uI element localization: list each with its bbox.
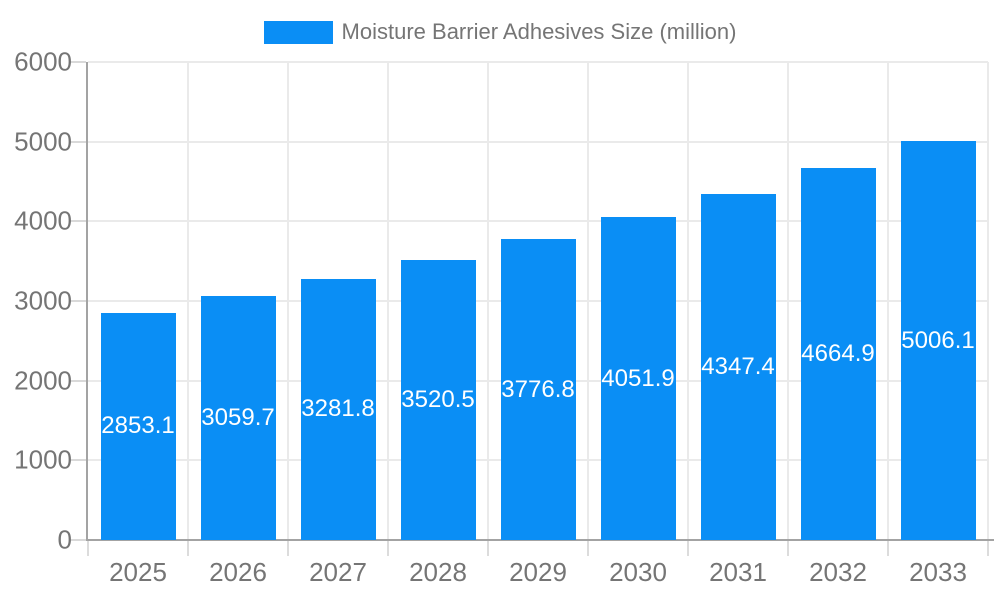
gridline-vertical	[487, 62, 489, 540]
x-axis-tick-label: 2031	[709, 557, 767, 587]
gridline-vertical	[287, 62, 289, 540]
legend-label: Moisture Barrier Adhesives Size (million…	[341, 19, 737, 44]
x-axis-tick-label: 2033	[909, 557, 967, 587]
y-axis-tick-label: 5000	[14, 126, 72, 157]
bar	[800, 168, 876, 540]
x-axis-tick	[787, 540, 789, 556]
y-axis-tick-label: 1000	[14, 444, 72, 475]
bar-value-label: 4664.9	[801, 340, 875, 368]
y-axis-tick	[69, 61, 86, 63]
y-axis-tick	[69, 140, 86, 143]
bar	[100, 312, 176, 540]
x-axis-tick	[487, 540, 489, 556]
plot-area: 0 1000 2000 3000 4000 5000 6000 2853.1 2025 3059.…	[14, 47, 994, 587]
bar-value-label: 3520.5	[401, 385, 475, 413]
y-axis-tick-label: 4000	[14, 205, 72, 236]
x-axis-tick	[887, 540, 889, 556]
x-axis-tick-label: 2026	[209, 557, 267, 587]
y-axis-tick	[69, 459, 86, 462]
bar-value-label: 3281.8	[301, 395, 375, 423]
x-axis-tick-label: 2032	[809, 557, 867, 587]
gridline-vertical	[887, 62, 889, 540]
gridline-vertical	[787, 62, 789, 540]
bar	[600, 217, 676, 540]
y-axis-tick-label: 0	[57, 524, 72, 555]
gridline-vertical	[187, 62, 189, 540]
y-axis-tick	[69, 539, 86, 541]
legend[interactable]: Moisture Barrier Adhesives Size (million…	[0, 17, 1000, 47]
bar	[900, 141, 976, 540]
y-axis-tick	[69, 300, 86, 302]
x-axis-tick-label: 2025	[109, 557, 167, 587]
gridline-horizontal	[88, 140, 988, 143]
bar	[300, 278, 376, 540]
bar-value-label: 2853.1	[101, 412, 175, 440]
y-axis-tick	[69, 220, 86, 223]
x-axis-tick	[187, 540, 189, 556]
x-axis-tick	[387, 540, 389, 556]
x-axis-line	[86, 539, 994, 541]
gridline-vertical	[687, 62, 689, 540]
x-axis-tick	[587, 540, 589, 556]
x-axis-tick	[287, 540, 289, 556]
x-axis-tick	[687, 540, 689, 556]
bar	[400, 259, 476, 540]
bar-value-label: 4347.4	[701, 352, 775, 380]
bar-value-label: 3776.8	[501, 375, 575, 403]
legend-swatch	[263, 20, 333, 44]
bar	[200, 296, 276, 540]
y-axis-tick-label: 3000	[14, 285, 72, 316]
x-axis-tick-label: 2030	[609, 557, 667, 587]
bar-value-label: 3059.7	[201, 404, 275, 432]
x-axis-tick-label: 2027	[309, 557, 367, 587]
gridline-vertical	[387, 62, 389, 540]
gridline-vertical	[587, 62, 589, 540]
y-axis-tick-label: 2000	[14, 365, 72, 396]
x-axis-tick-label: 2029	[509, 557, 567, 587]
x-axis-tick	[87, 540, 89, 556]
y-axis-tick	[69, 379, 86, 382]
x-axis-tick-label: 2028	[409, 557, 467, 587]
bar-value-label: 4051.9	[601, 364, 675, 392]
x-axis-tick	[987, 540, 989, 556]
bar-value-label: 5006.1	[901, 326, 975, 354]
y-axis-tick-label: 6000	[14, 46, 72, 77]
bar	[700, 193, 776, 540]
y-axis-line	[86, 62, 88, 541]
bar	[500, 239, 576, 540]
gridline-horizontal	[88, 61, 988, 63]
gridline-vertical	[987, 62, 989, 540]
gridline-horizontal	[88, 220, 988, 223]
